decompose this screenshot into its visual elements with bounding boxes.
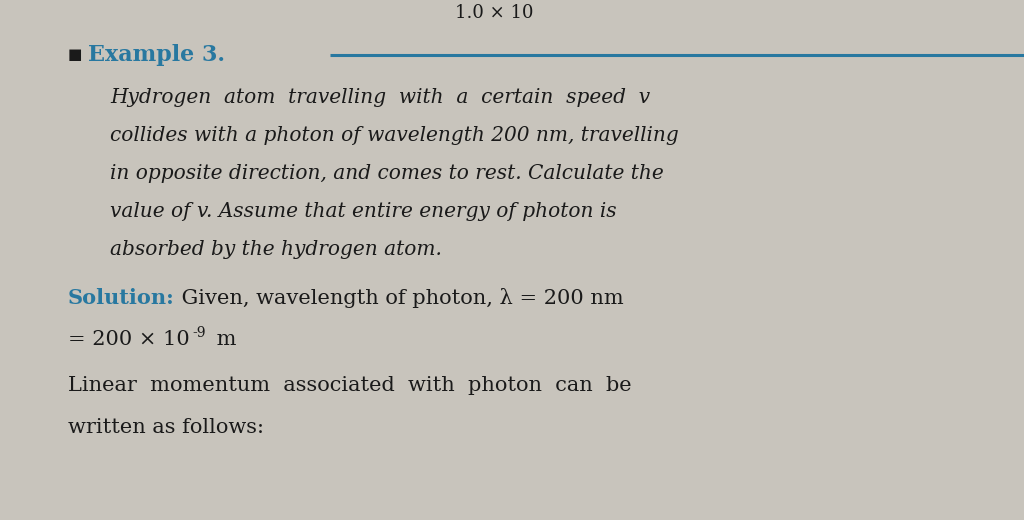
Text: absorbed by the hydrogen atom.: absorbed by the hydrogen atom. bbox=[110, 240, 442, 259]
Text: m: m bbox=[210, 330, 237, 349]
Text: in opposite direction, and comes to rest. Calculate the: in opposite direction, and comes to rest… bbox=[110, 164, 664, 183]
Text: 1.0 × 10: 1.0 × 10 bbox=[455, 4, 534, 22]
Text: Given, wavelength of photon, λ = 200 nm: Given, wavelength of photon, λ = 200 nm bbox=[175, 288, 624, 308]
Text: collides with a photon of wavelength 200 nm, travelling: collides with a photon of wavelength 200… bbox=[110, 126, 679, 145]
Text: written as follows:: written as follows: bbox=[68, 418, 264, 437]
Text: Linear  momentum  associated  with  photon  can  be: Linear momentum associated with photon c… bbox=[68, 376, 632, 395]
Text: value of v. Assume that entire energy of photon is: value of v. Assume that entire energy of… bbox=[110, 202, 616, 221]
Text: Example 3.: Example 3. bbox=[88, 44, 225, 66]
Text: = 200 × 10: = 200 × 10 bbox=[68, 330, 189, 349]
Text: ■: ■ bbox=[68, 48, 82, 62]
Text: -9: -9 bbox=[193, 326, 206, 340]
Text: Hydrogen  atom  travelling  with  a  certain  speed  v: Hydrogen atom travelling with a certain … bbox=[110, 88, 650, 107]
Text: Solution:: Solution: bbox=[68, 288, 175, 308]
